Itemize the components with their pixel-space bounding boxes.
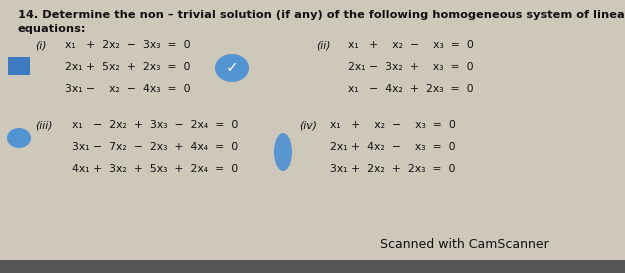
Text: 3x₁ −  7x₂  −  2x₃  +  4x₄  =  0: 3x₁ − 7x₂ − 2x₃ + 4x₄ = 0 (72, 142, 238, 152)
Text: 2x₁ −  3x₂  +    x₃  =  0: 2x₁ − 3x₂ + x₃ = 0 (348, 62, 474, 72)
FancyBboxPatch shape (0, 260, 625, 273)
Text: (ii): (ii) (316, 40, 331, 50)
Text: ✓: ✓ (226, 61, 238, 76)
Text: x₁   +    x₂  −    x₃  =  0: x₁ + x₂ − x₃ = 0 (330, 120, 456, 130)
FancyBboxPatch shape (8, 57, 30, 75)
Text: 2x₁ +  5x₂  +  2x₃  =  0: 2x₁ + 5x₂ + 2x₃ = 0 (65, 62, 191, 72)
Text: x₁   −  2x₂  +  3x₃  −  2x₄  =  0: x₁ − 2x₂ + 3x₃ − 2x₄ = 0 (72, 120, 238, 130)
Text: 4x₁ +  3x₂  +  5x₃  +  2x₄  =  0: 4x₁ + 3x₂ + 5x₃ + 2x₄ = 0 (72, 164, 238, 174)
Text: (i): (i) (35, 40, 46, 50)
Ellipse shape (274, 133, 292, 171)
Ellipse shape (215, 54, 249, 82)
Text: (iv): (iv) (299, 120, 317, 130)
Text: 14. Determine the non – trivial solution (if any) of the following homogeneous s: 14. Determine the non – trivial solution… (18, 10, 625, 20)
Text: (iii): (iii) (35, 120, 52, 130)
Text: x₁   +    x₂  −    x₃  =  0: x₁ + x₂ − x₃ = 0 (348, 40, 474, 50)
Text: Scanned with CamScanner: Scanned with CamScanner (380, 238, 549, 251)
Text: equations:: equations: (18, 24, 86, 34)
Text: x₁   −  4x₂  +  2x₃  =  0: x₁ − 4x₂ + 2x₃ = 0 (348, 84, 474, 94)
Text: 3x₁ −    x₂  −  4x₃  =  0: 3x₁ − x₂ − 4x₃ = 0 (65, 84, 191, 94)
Text: x₁   +  2x₂  −  3x₃  =  0: x₁ + 2x₂ − 3x₃ = 0 (65, 40, 191, 50)
Ellipse shape (7, 128, 31, 148)
Text: 2x₁ +  4x₂  −    x₃  =  0: 2x₁ + 4x₂ − x₃ = 0 (330, 142, 456, 152)
Text: 3x₁ +  2x₂  +  2x₃  =  0: 3x₁ + 2x₂ + 2x₃ = 0 (330, 164, 456, 174)
